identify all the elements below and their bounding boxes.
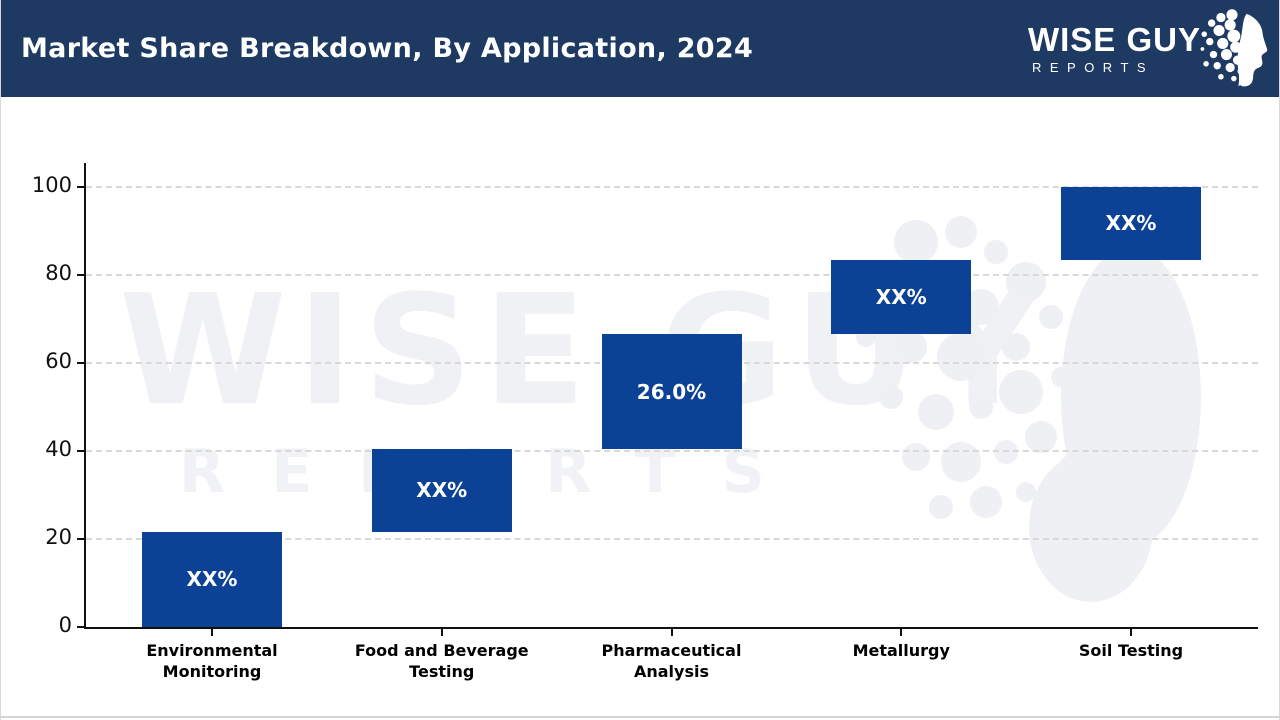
y-tick — [77, 538, 86, 540]
x-category-label: Pharmaceutical Analysis — [601, 641, 742, 681]
y-tick-label: 0 — [58, 613, 72, 637]
x-tick — [670, 627, 673, 636]
y-gridline — [86, 274, 1258, 276]
bar-value-label: XX% — [875, 284, 927, 309]
y-gridline — [86, 450, 1258, 452]
y-tick-label: 100 — [31, 173, 72, 197]
y-tick — [77, 274, 86, 276]
brand-head-icon — [1200, 8, 1268, 86]
y-tick — [77, 626, 86, 628]
x-category-label: Metallurgy — [852, 641, 950, 660]
y-tick-label: 80 — [45, 261, 72, 285]
x-tick — [211, 627, 213, 636]
x-category-label: Food and Beverage Testing — [354, 641, 529, 681]
brand-wordmark: WISE GUY — [1027, 20, 1201, 58]
x-tick — [900, 627, 903, 636]
bar-value-label: 26.0% — [636, 379, 707, 404]
x-tick — [1130, 627, 1132, 636]
bar: XX% — [1061, 187, 1201, 260]
footer-divider — [1, 716, 1279, 718]
y-tick-label: 40 — [45, 437, 72, 461]
brand-logo: WISE GUY REPORTS — [1027, 8, 1279, 90]
y-axis — [84, 163, 86, 629]
bar: XX% — [831, 259, 972, 335]
brand-text: WISE GUY REPORTS — [1027, 20, 1201, 75]
x-tick — [440, 627, 443, 636]
chart-area: WISE GUY REPORTS 020406080100XX%Environm… — [1, 97, 1279, 720]
y-gridline — [86, 186, 1258, 188]
y-tick — [77, 362, 86, 364]
bar-value-label: XX% — [1105, 211, 1157, 236]
y-gridline — [86, 538, 1258, 540]
y-tick — [77, 186, 86, 188]
bar-value-label: XX% — [416, 478, 468, 503]
chart-title: Market Share Breakdown, By Application, … — [21, 33, 754, 64]
bar: XX% — [142, 531, 282, 627]
y-tick — [77, 450, 86, 452]
header-bar: Market Share Breakdown, By Application, … — [1, 0, 1279, 97]
brand-tagline: REPORTS — [1031, 59, 1155, 75]
bar: XX% — [371, 448, 512, 532]
y-tick-label: 60 — [45, 349, 72, 373]
y-tick-label: 20 — [45, 525, 72, 549]
bar-value-label: XX% — [186, 567, 238, 592]
bar: 26.0% — [601, 334, 742, 449]
x-category-label: Soil Testing — [1078, 641, 1184, 660]
x-category-label: Environmental Monitoring — [146, 641, 278, 681]
